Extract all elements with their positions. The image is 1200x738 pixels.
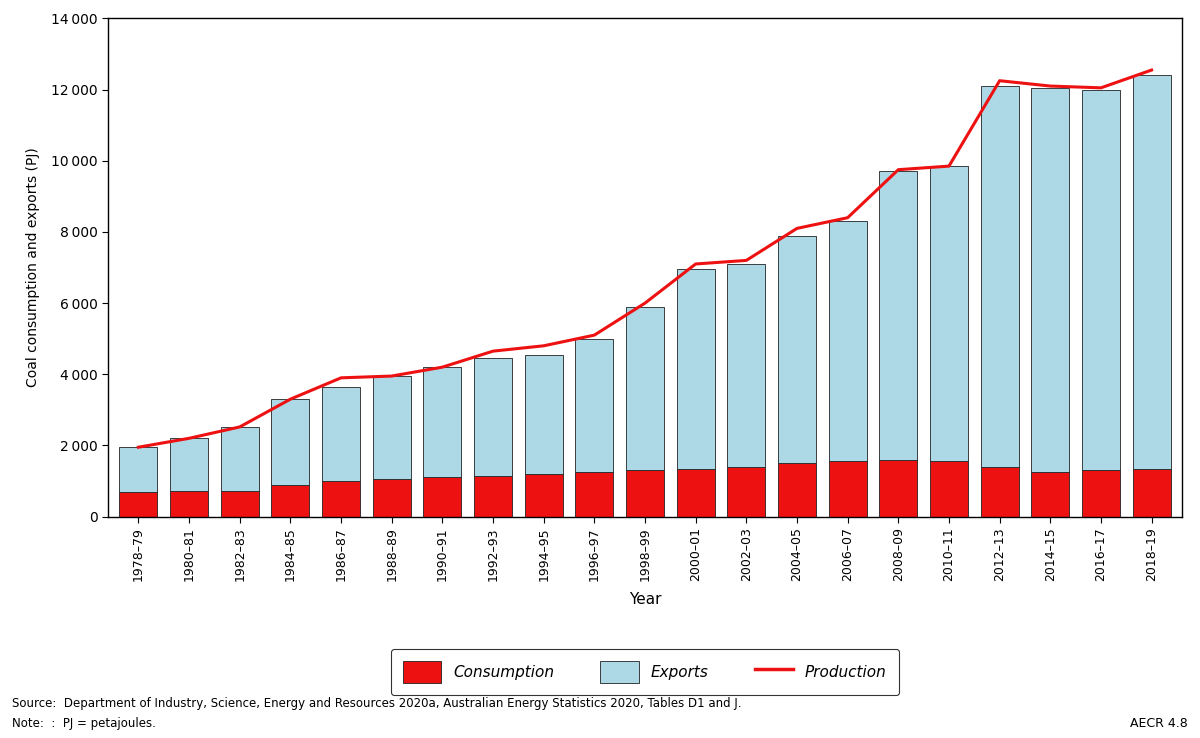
Bar <box>1133 75 1171 469</box>
Production <box>638 299 653 308</box>
Bar <box>524 474 563 517</box>
Bar <box>727 264 766 467</box>
Y-axis label: Coal consumption and exports (PJ): Coal consumption and exports (PJ) <box>26 148 40 387</box>
Bar <box>474 476 512 517</box>
Production <box>689 260 703 269</box>
Bar <box>778 463 816 517</box>
Bar <box>930 461 968 517</box>
Production <box>536 342 551 351</box>
Text: Note:  :  PJ = petajoules.: Note: : PJ = petajoules. <box>12 717 156 731</box>
Production <box>1145 66 1159 75</box>
Bar <box>322 481 360 517</box>
Bar <box>626 470 664 517</box>
Bar <box>119 492 157 517</box>
Bar <box>727 467 766 517</box>
Text: AECR 4.8: AECR 4.8 <box>1130 717 1188 731</box>
Bar <box>677 469 715 517</box>
Bar <box>880 171 917 460</box>
Bar <box>424 477 461 517</box>
Production <box>942 162 956 170</box>
Bar <box>575 339 613 472</box>
Production <box>131 443 145 452</box>
Production <box>334 373 348 382</box>
Legend: Consumption, Exports, Production: Consumption, Exports, Production <box>391 649 899 695</box>
Bar <box>778 235 816 463</box>
Bar <box>1082 470 1120 517</box>
Bar <box>880 460 917 517</box>
Production <box>182 434 197 443</box>
Bar <box>373 376 410 479</box>
Production <box>384 372 398 381</box>
Production <box>892 165 906 174</box>
Production <box>587 331 601 339</box>
Bar <box>980 467 1019 517</box>
Line: Production: Production <box>138 70 1152 447</box>
Bar <box>119 447 157 492</box>
Text: Source:  Department of Industry, Science, Energy and Resources 2020a, Australian: Source: Department of Industry, Science,… <box>12 697 742 711</box>
Bar <box>626 307 664 470</box>
Bar <box>1133 469 1171 517</box>
Production <box>486 347 500 356</box>
Production <box>1093 83 1108 92</box>
Bar <box>980 86 1019 467</box>
Production <box>436 363 450 372</box>
Bar <box>1031 88 1069 472</box>
Bar <box>1031 472 1069 517</box>
Bar <box>271 399 310 485</box>
Bar <box>829 461 866 517</box>
Production <box>840 213 854 222</box>
Bar <box>474 358 512 476</box>
Bar <box>677 269 715 469</box>
Bar <box>524 355 563 474</box>
X-axis label: Year: Year <box>629 592 661 607</box>
Production <box>1043 82 1057 91</box>
Bar <box>221 427 259 491</box>
Bar <box>170 491 208 517</box>
Bar <box>930 166 968 461</box>
Bar <box>575 472 613 517</box>
Bar <box>271 485 310 517</box>
Production <box>233 422 247 431</box>
Production <box>283 395 298 404</box>
Bar <box>221 491 259 517</box>
Production <box>992 76 1007 85</box>
Bar <box>373 479 410 517</box>
Bar <box>170 438 208 491</box>
Bar <box>829 221 866 461</box>
Production <box>790 224 804 232</box>
Bar <box>424 368 461 477</box>
Production <box>739 256 754 265</box>
Bar <box>1082 89 1120 470</box>
Bar <box>322 387 360 481</box>
